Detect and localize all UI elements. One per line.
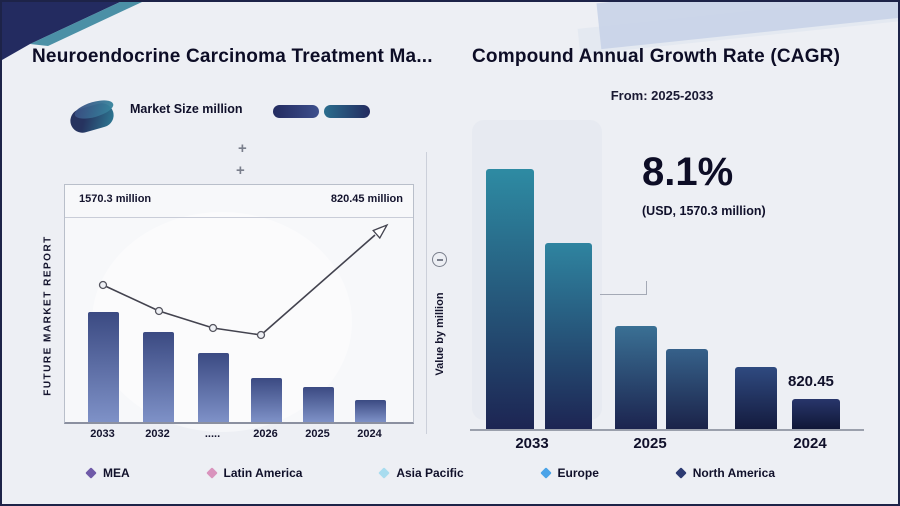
plus-decoration: + xyxy=(236,162,245,179)
left-chart-bar xyxy=(198,353,229,422)
legend-item: Latin America xyxy=(205,466,303,480)
right-chart-xlabels: 2033 2025 2024 xyxy=(470,435,864,455)
right-chart-bar xyxy=(486,169,534,429)
left-x-axis-label: 2024 xyxy=(357,428,382,440)
left-chart-min-value: 820.45 million xyxy=(330,193,403,205)
right-x-axis-label: 2024 xyxy=(793,435,827,452)
value-axis-label: Value by million xyxy=(434,292,446,376)
legend-bullet xyxy=(378,467,390,479)
value-820-label: 820.45 xyxy=(788,373,834,390)
market-size-legend-label: Market Size million xyxy=(130,102,243,116)
left-chart-panel: 1570.3 million 820.45 million xyxy=(64,184,414,424)
left-chart-max-value: 1570.3 million xyxy=(79,193,152,205)
legend-label: North America xyxy=(692,466,775,480)
legend-bullet xyxy=(205,467,218,479)
right-x-axis-label: 2025 xyxy=(633,435,667,452)
legend-item: MEA xyxy=(85,466,130,480)
left-x-axis-label: 2026 xyxy=(253,428,278,440)
legend-label: Asia Pacific xyxy=(396,466,464,480)
right-x-axis-label: 2033 xyxy=(515,435,549,452)
legend-item: Asia Pacific xyxy=(378,466,464,480)
decorative-pill xyxy=(273,105,319,118)
cagr-value: 8.1% xyxy=(642,150,734,194)
left-x-axis-label: 2032 xyxy=(145,428,170,440)
right-chart-bar xyxy=(545,243,592,429)
legend-label: Europe xyxy=(557,466,599,480)
left-chart-bar xyxy=(251,378,282,422)
right-chart-bar xyxy=(615,326,657,429)
left-chart-bar xyxy=(303,387,334,422)
legend-label: Latin America xyxy=(223,466,303,480)
top-right-band-decoration xyxy=(596,2,898,50)
right-chart-bar xyxy=(792,399,840,429)
left-chart-bar xyxy=(143,332,174,422)
legend-bullet xyxy=(85,467,97,479)
left-chart-title: Neuroendocrine Carcinoma Treatment Ma... xyxy=(32,46,433,67)
left-x-axis-label: 2033 xyxy=(90,428,115,440)
legend-bullet xyxy=(675,467,687,479)
right-chart-title: Compound Annual Growth Rate (CAGR) xyxy=(472,46,841,67)
legend-item: North America xyxy=(675,466,775,480)
legend-item: Europe xyxy=(539,466,599,480)
legend-label: MEA xyxy=(103,466,130,480)
left-x-axis-label: ..... xyxy=(204,428,221,440)
right-chart-bar xyxy=(666,349,708,429)
left-chart-xlabels: 2033 2032..... 2026 2025 2024 xyxy=(64,428,414,444)
plus-decoration: + xyxy=(238,140,247,157)
bottom-legend: MEA Latin America Asia Pacific Europe North … xyxy=(85,466,775,480)
decorative-pill xyxy=(324,105,370,118)
left-chart-bar xyxy=(355,400,386,422)
cagr-note: (USD, 1570.3 million) xyxy=(642,204,766,218)
watermark-future-market-report: FUTURE MARKET REPORT xyxy=(42,235,54,396)
left-x-axis-label: 2025 xyxy=(305,428,330,440)
market-size-icon xyxy=(66,96,120,136)
circle-minus-decoration xyxy=(432,252,447,267)
vertical-divider xyxy=(426,152,427,434)
right-chart-area xyxy=(470,160,864,431)
left-chart-bar xyxy=(88,312,119,422)
cagr-period-subtitle: From: 2025-2033 xyxy=(610,88,714,103)
right-chart-bar xyxy=(735,367,777,429)
legend-bullet xyxy=(539,467,552,479)
left-chart-bars xyxy=(65,185,413,422)
